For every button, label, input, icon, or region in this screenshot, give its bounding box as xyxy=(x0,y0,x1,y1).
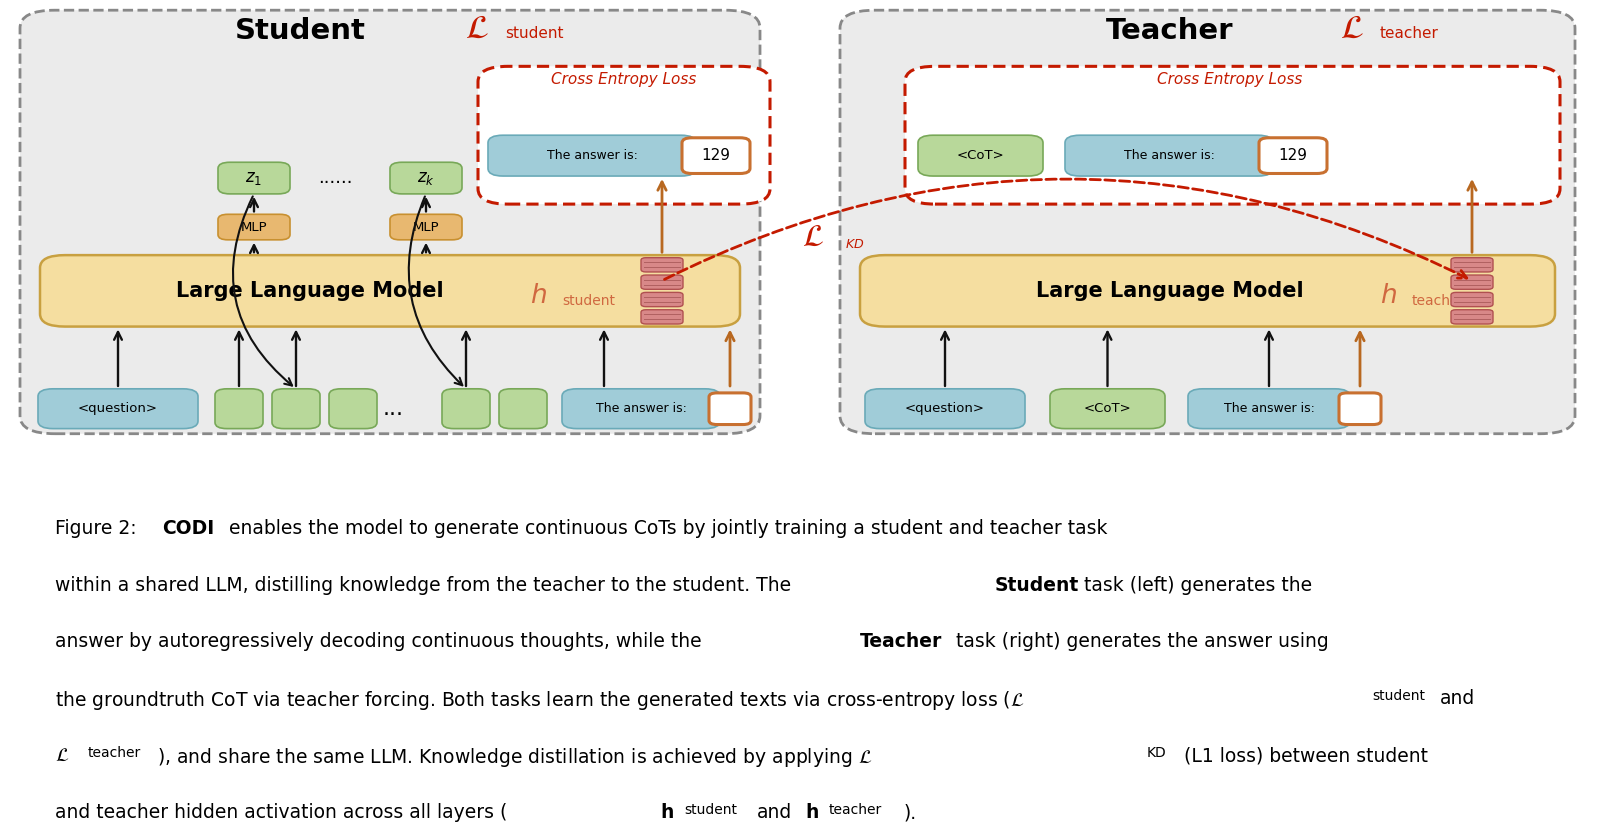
Text: and teacher hidden activation across all layers (: and teacher hidden activation across all… xyxy=(54,803,507,822)
Text: $z_1$: $z_1$ xyxy=(245,169,262,187)
FancyBboxPatch shape xyxy=(390,214,462,239)
FancyBboxPatch shape xyxy=(330,388,378,429)
Text: ......: ...... xyxy=(318,169,352,187)
FancyBboxPatch shape xyxy=(861,255,1555,327)
Text: h: h xyxy=(661,803,674,822)
Text: $h$: $h$ xyxy=(530,283,547,309)
Text: student: student xyxy=(562,294,614,308)
Text: The answer is:: The answer is: xyxy=(595,402,686,416)
Text: student: student xyxy=(685,803,738,817)
FancyBboxPatch shape xyxy=(642,275,683,290)
Text: The answer is:: The answer is: xyxy=(1224,402,1315,416)
FancyBboxPatch shape xyxy=(1187,388,1350,429)
FancyBboxPatch shape xyxy=(918,135,1043,176)
Text: Student: Student xyxy=(995,575,1080,594)
Text: enables the model to generate continuous CoTs by jointly training a student and : enables the model to generate continuous… xyxy=(229,518,1107,537)
FancyBboxPatch shape xyxy=(866,388,1026,429)
Text: CODI: CODI xyxy=(162,518,214,537)
FancyBboxPatch shape xyxy=(1451,309,1493,324)
FancyBboxPatch shape xyxy=(1451,292,1493,307)
Text: Large Language Model: Large Language Model xyxy=(1037,281,1304,301)
FancyBboxPatch shape xyxy=(1050,388,1165,429)
Text: $\mathcal{L}$: $\mathcal{L}$ xyxy=(1341,12,1363,44)
Text: $\mathcal{L}$: $\mathcal{L}$ xyxy=(54,746,69,765)
FancyBboxPatch shape xyxy=(642,309,683,324)
FancyBboxPatch shape xyxy=(906,67,1560,204)
Text: $h$: $h$ xyxy=(1379,283,1397,309)
Text: Teacher: Teacher xyxy=(1106,16,1234,44)
FancyBboxPatch shape xyxy=(1451,258,1493,272)
FancyBboxPatch shape xyxy=(642,258,683,272)
FancyBboxPatch shape xyxy=(218,214,290,239)
Text: teacher: teacher xyxy=(88,746,141,760)
FancyBboxPatch shape xyxy=(488,135,696,176)
Text: teacher: teacher xyxy=(829,803,882,817)
Text: Cross Entropy Loss: Cross Entropy Loss xyxy=(552,72,696,86)
FancyBboxPatch shape xyxy=(1339,393,1381,425)
Text: 129: 129 xyxy=(1278,148,1307,163)
FancyBboxPatch shape xyxy=(642,292,683,307)
FancyBboxPatch shape xyxy=(214,388,262,429)
Text: student: student xyxy=(1373,690,1426,704)
FancyBboxPatch shape xyxy=(272,388,320,429)
Text: teacher: teacher xyxy=(1379,26,1438,40)
Text: <CoT>: <CoT> xyxy=(957,149,1005,162)
FancyBboxPatch shape xyxy=(38,388,198,429)
Text: MLP: MLP xyxy=(240,221,267,234)
Text: answer by autoregressively decoding continuous thoughts, while the: answer by autoregressively decoding cont… xyxy=(54,632,702,652)
FancyBboxPatch shape xyxy=(562,388,720,429)
Text: Teacher: Teacher xyxy=(861,632,942,652)
Text: Student: Student xyxy=(235,16,365,44)
Text: $_{KD}$: $_{KD}$ xyxy=(845,234,864,251)
Text: and: and xyxy=(757,803,792,822)
Text: <question>: <question> xyxy=(906,402,986,416)
Text: Cross Entropy Loss: Cross Entropy Loss xyxy=(1157,72,1302,86)
Text: MLP: MLP xyxy=(413,221,440,234)
Text: the groundtruth CoT via teacher forcing. Both tasks learn the generated texts vi: the groundtruth CoT via teacher forcing.… xyxy=(54,690,1024,713)
Text: <question>: <question> xyxy=(78,402,158,416)
Text: <CoT>: <CoT> xyxy=(1083,402,1131,416)
Text: $z_k$: $z_k$ xyxy=(418,169,435,187)
FancyBboxPatch shape xyxy=(840,10,1574,434)
FancyBboxPatch shape xyxy=(40,255,739,327)
Text: Figure 2:: Figure 2: xyxy=(54,518,136,537)
Text: h: h xyxy=(805,803,818,822)
FancyBboxPatch shape xyxy=(1259,137,1326,174)
Text: task (left) generates the: task (left) generates the xyxy=(1085,575,1312,594)
Text: KD: KD xyxy=(1147,746,1166,760)
Text: and: and xyxy=(1440,690,1475,709)
Text: task (right) generates the answer using: task (right) generates the answer using xyxy=(957,632,1328,652)
Text: (L1 loss) between student: (L1 loss) between student xyxy=(1184,746,1429,765)
Text: The answer is:: The answer is: xyxy=(1123,149,1214,162)
FancyBboxPatch shape xyxy=(390,162,462,194)
FancyBboxPatch shape xyxy=(1451,275,1493,290)
FancyBboxPatch shape xyxy=(478,67,770,204)
Text: ).: ). xyxy=(904,803,917,822)
Text: student: student xyxy=(506,26,563,40)
Text: $\mathcal{L}$: $\mathcal{L}$ xyxy=(802,223,824,252)
FancyBboxPatch shape xyxy=(499,388,547,429)
Text: $\mathcal{L}$: $\mathcal{L}$ xyxy=(466,12,488,44)
FancyBboxPatch shape xyxy=(682,137,750,174)
Text: 129: 129 xyxy=(701,148,731,163)
FancyBboxPatch shape xyxy=(218,162,290,194)
Text: within a shared LLM, distilling knowledge from the teacher to the student. The: within a shared LLM, distilling knowledg… xyxy=(54,575,790,594)
Text: The answer is:: The answer is: xyxy=(547,149,637,162)
Text: ...: ... xyxy=(382,398,403,419)
Text: Large Language Model: Large Language Model xyxy=(176,281,443,301)
FancyBboxPatch shape xyxy=(1066,135,1274,176)
Text: teacher: teacher xyxy=(1413,294,1466,308)
FancyBboxPatch shape xyxy=(709,393,750,425)
FancyBboxPatch shape xyxy=(442,388,490,429)
FancyBboxPatch shape xyxy=(19,10,760,434)
Text: ), and share the same LLM. Knowledge distillation is achieved by applying $\math: ), and share the same LLM. Knowledge dis… xyxy=(157,746,872,770)
